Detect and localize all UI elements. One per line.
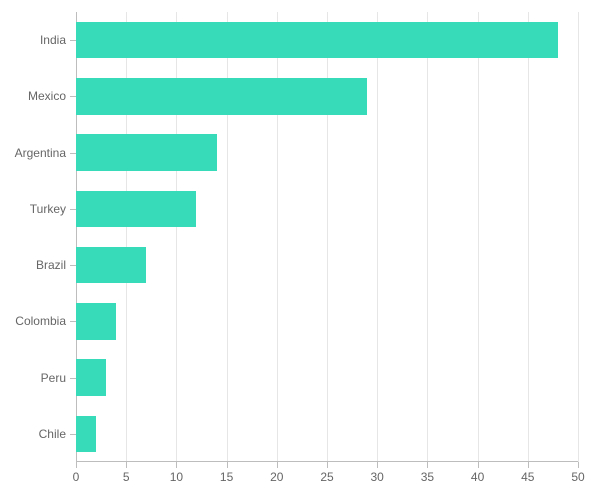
y-tick-mark bbox=[70, 321, 76, 322]
gridline bbox=[377, 12, 378, 462]
y-tick-label: Chile bbox=[39, 427, 66, 441]
x-axis-line bbox=[76, 461, 578, 462]
y-tick-label: India bbox=[40, 33, 66, 47]
bar bbox=[76, 134, 217, 171]
x-tick-label: 35 bbox=[421, 470, 434, 484]
x-tick-label: 15 bbox=[220, 470, 233, 484]
y-tick-mark bbox=[70, 40, 76, 41]
x-tick-label: 40 bbox=[471, 470, 484, 484]
bar bbox=[76, 247, 146, 284]
y-tick-mark bbox=[70, 378, 76, 379]
x-tick-mark bbox=[176, 462, 177, 468]
bar bbox=[76, 359, 106, 396]
y-tick-mark bbox=[70, 209, 76, 210]
y-tick-label: Colombia bbox=[15, 314, 66, 328]
x-tick-mark bbox=[528, 462, 529, 468]
x-tick-label: 25 bbox=[320, 470, 333, 484]
gridline bbox=[578, 12, 579, 462]
y-tick-label: Turkey bbox=[30, 202, 66, 216]
y-tick-label: Mexico bbox=[28, 89, 66, 103]
gridline bbox=[478, 12, 479, 462]
country-bar-chart: 0 5 10 15 20 25 30 35 40 45 50 India Mexico Argentina… bbox=[0, 0, 600, 500]
x-tick-mark bbox=[277, 462, 278, 468]
x-tick-mark bbox=[126, 462, 127, 468]
y-tick-mark bbox=[70, 153, 76, 154]
x-tick-label: 5 bbox=[123, 470, 130, 484]
gridline bbox=[427, 12, 428, 462]
bar bbox=[76, 416, 96, 453]
x-tick-label: 20 bbox=[270, 470, 283, 484]
gridline bbox=[528, 12, 529, 462]
x-tick-mark bbox=[377, 462, 378, 468]
x-tick-label: 0 bbox=[73, 470, 80, 484]
bar bbox=[76, 78, 367, 115]
y-tick-mark bbox=[70, 96, 76, 97]
y-tick-mark bbox=[70, 265, 76, 266]
bar bbox=[76, 22, 558, 59]
x-tick-label: 10 bbox=[170, 470, 183, 484]
y-tick-label: Argentina bbox=[15, 146, 66, 160]
bar bbox=[76, 191, 196, 228]
y-tick-mark bbox=[70, 434, 76, 435]
y-tick-label: Brazil bbox=[36, 258, 66, 272]
x-tick-mark bbox=[578, 462, 579, 468]
x-tick-label: 30 bbox=[371, 470, 384, 484]
x-tick-mark bbox=[478, 462, 479, 468]
y-tick-label: Peru bbox=[41, 371, 66, 385]
x-tick-mark bbox=[427, 462, 428, 468]
x-tick-mark bbox=[227, 462, 228, 468]
bar bbox=[76, 303, 116, 340]
x-tick-mark bbox=[327, 462, 328, 468]
plot-area: 05101520253035404550IndiaMexicoArgentina… bbox=[76, 12, 578, 462]
x-tick-mark bbox=[76, 462, 77, 468]
x-tick-label: 45 bbox=[521, 470, 534, 484]
x-tick-label: 50 bbox=[571, 470, 584, 484]
